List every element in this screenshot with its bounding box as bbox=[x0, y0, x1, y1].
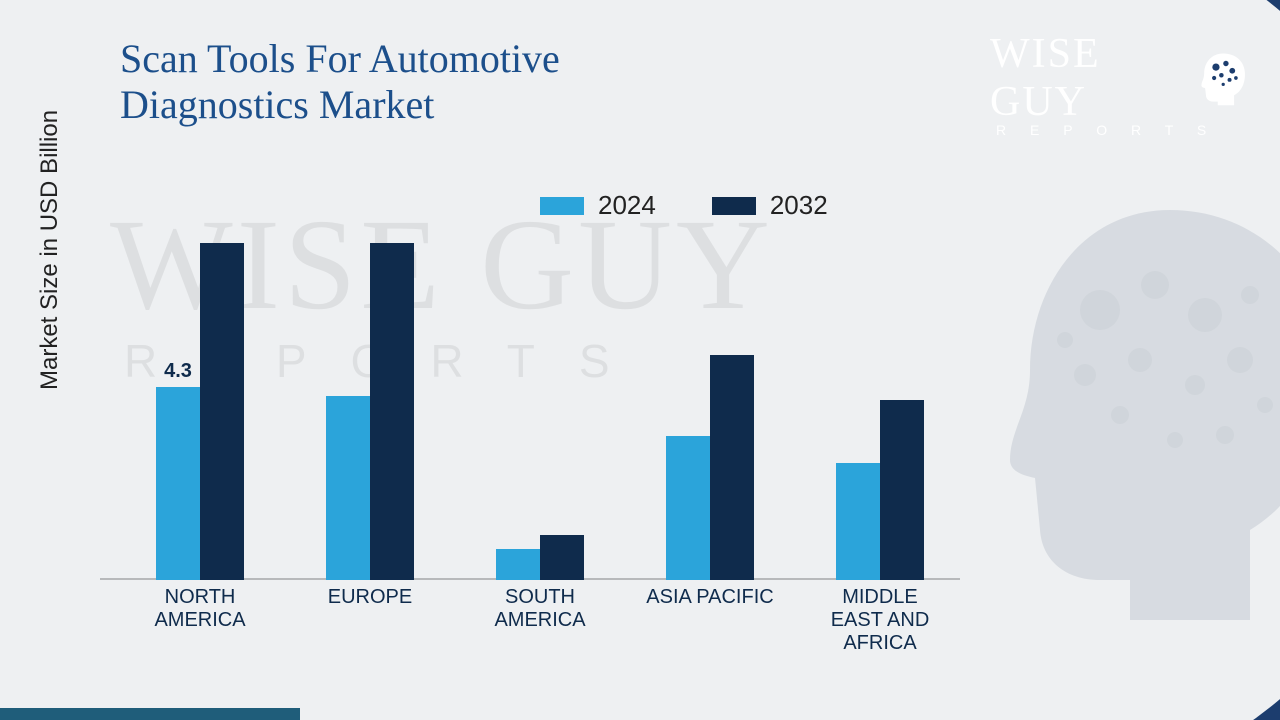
x-label-na: NORTH AMERICA bbox=[135, 586, 265, 632]
footer-accent bbox=[0, 708, 300, 720]
brand-line2: R E P O R T S bbox=[990, 122, 1250, 138]
bar-2032-ap bbox=[710, 355, 754, 580]
legend-swatch-2032 bbox=[712, 197, 756, 215]
chart-title: Scan Tools For Automotive Diagnostics Ma… bbox=[120, 36, 680, 128]
brand-logo: WISE GUY R E P O R T S bbox=[990, 30, 1250, 138]
brand-head-icon bbox=[1196, 48, 1250, 108]
legend: 2024 2032 bbox=[540, 190, 828, 221]
x-label-mea: MIDDLE EAST AND AFRICA bbox=[815, 586, 945, 655]
legend-label-2032: 2032 bbox=[770, 190, 828, 221]
x-label-ap: ASIA PACIFIC bbox=[645, 586, 775, 609]
bar-group-mea bbox=[820, 400, 940, 580]
bar-value-label-na: 4.3 bbox=[148, 360, 208, 383]
brand-line1: WISE GUY bbox=[990, 30, 1190, 126]
bar-2024-eu bbox=[326, 396, 370, 581]
legend-swatch-2024 bbox=[540, 197, 584, 215]
bar-2024-mea bbox=[836, 463, 880, 580]
bar-2032-eu bbox=[370, 243, 414, 581]
chart-card: WISE GUY R E P O R T S Scan Tools For Au… bbox=[0, 0, 1280, 720]
bar-2024-sa bbox=[496, 549, 540, 581]
bar-group-sa bbox=[480, 535, 600, 580]
bar-group-na: 4.3 bbox=[140, 243, 260, 581]
bar-2032-na bbox=[200, 243, 244, 581]
y-axis-label: Market Size in USD Billion bbox=[36, 110, 64, 390]
bar-2024-ap bbox=[666, 436, 710, 580]
plot-area: 4.3 bbox=[100, 220, 960, 580]
bar-2032-sa bbox=[540, 535, 584, 580]
x-label-eu: EUROPE bbox=[305, 586, 435, 609]
bar-group-eu bbox=[310, 243, 430, 581]
x-label-sa: SOUTH AMERICA bbox=[475, 586, 605, 632]
legend-label-2024: 2024 bbox=[598, 190, 656, 221]
watermark-head-icon bbox=[990, 200, 1280, 620]
legend-item-2032: 2032 bbox=[712, 190, 828, 221]
legend-item-2024: 2024 bbox=[540, 190, 656, 221]
bar-2024-na bbox=[156, 387, 200, 581]
bar-group-ap bbox=[650, 355, 770, 580]
bar-2032-mea bbox=[880, 400, 924, 580]
x-axis-labels: NORTH AMERICA EUROPE SOUTH AMERICA ASIA PAC… bbox=[100, 586, 960, 706]
